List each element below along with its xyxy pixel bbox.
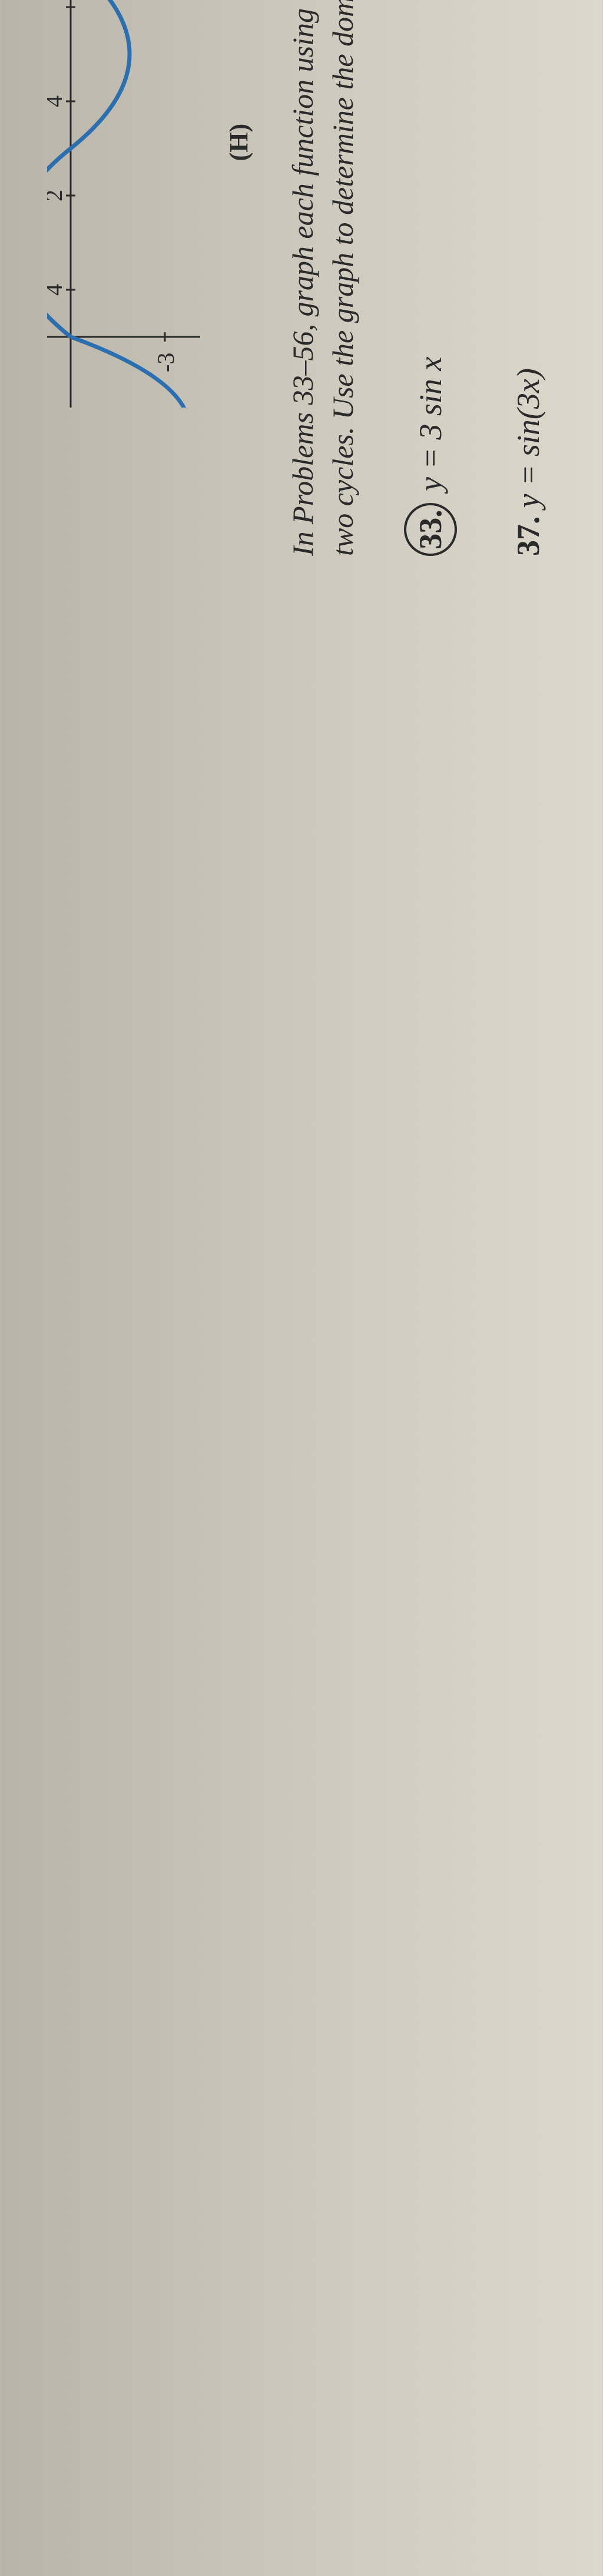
graph-label-h: (H) (224, 0, 254, 408)
problem-number: 37. (510, 516, 546, 557)
instructions-text: In Problems 33–56, graph each function u… (283, 0, 363, 556)
problem-equation: y = 3 sin x (412, 357, 449, 491)
problem-41: 41. y = 2 cos ( 1 x ) (599, 0, 603, 556)
graph-row: -3 4 2 4 -3 2 2 (35, 0, 200, 556)
problem-equation: y = 2 cos ( 1 x ) (599, 316, 603, 508)
svg-text:4: 4 (47, 95, 67, 107)
svg-text:4: 4 (47, 284, 67, 296)
instructions-line1: In Problems 33–56, graph each function u… (286, 0, 319, 556)
svg-text:2: 2 (47, 190, 67, 201)
instructions-line2: two cycles. Use the graph to determine t… (326, 0, 359, 556)
problem-grid: 33. y = 3 sin x 34. y = 4 cos x 35. y = … (404, 0, 603, 556)
problem-37: 37. y = sin(3x) (510, 0, 546, 556)
graph-label-row: (H) (I) (J) (224, 0, 254, 556)
textbook-page: -3 4 2 4 -3 2 2 (0, 0, 603, 603)
svg-text:-3: -3 (153, 352, 179, 372)
graph-panel-h: -3 4 2 4 (47, 0, 200, 408)
problem-number-circled: 33. (404, 503, 457, 556)
problem-equation: y = sin(3x) (510, 368, 546, 508)
problem-33: 33. y = 3 sin x (404, 0, 457, 556)
